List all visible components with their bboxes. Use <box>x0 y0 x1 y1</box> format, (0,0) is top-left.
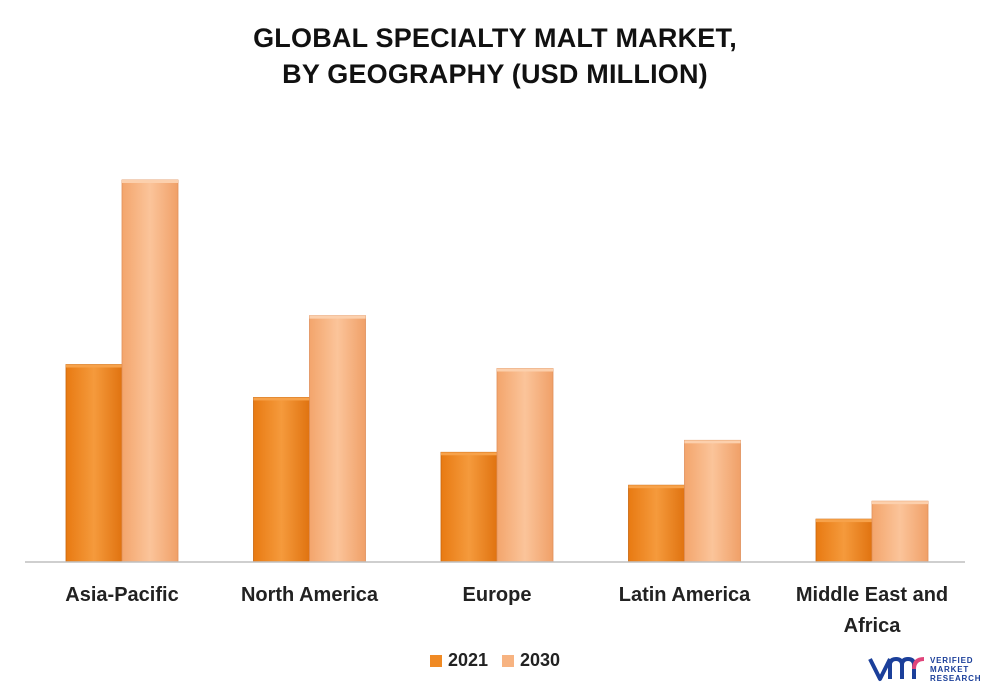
legend-label-2030: 2030 <box>520 650 561 670</box>
bar-cap-2021-0 <box>66 364 122 368</box>
vmr-logo-icon <box>868 656 925 681</box>
x-tick-label: Middle East and Africa <box>796 584 948 637</box>
bar-2021-latin-america <box>628 484 685 563</box>
legend-item-2030: 2030 <box>502 650 560 671</box>
x-tick-label: North America <box>241 584 379 606</box>
vmr-logo-text: VERIFIED MARKET RESEARCH <box>930 656 981 683</box>
bar-2021-middle-east-and-africa <box>815 518 873 563</box>
legend: 2021 2030 <box>0 650 990 671</box>
bar-2021-north-america <box>253 397 310 563</box>
legend-label-2021: 2021 <box>447 650 488 670</box>
bar-cap-2021-3 <box>628 485 685 489</box>
bar-2030-middle-east-and-africa <box>871 500 929 563</box>
chart-title: GLOBAL SPECIALTY MALT MARKET, BY GEOGRAP… <box>0 20 990 92</box>
bar-2021-europe <box>440 451 498 563</box>
legend-item-2021: 2021 <box>429 650 488 671</box>
bar-cap-2030-2 <box>497 368 553 372</box>
bar-cap-2021-2 <box>441 452 497 456</box>
logo-line2: MARKET <box>930 664 970 674</box>
bars-group <box>65 179 929 563</box>
bar-chart: Asia-Pacific North America Europe Latin Ame… <box>25 179 965 637</box>
bar-cap-2030-0 <box>122 180 178 183</box>
bar-cap-2030-4 <box>872 501 928 505</box>
bar-2030-latin-america <box>684 439 741 563</box>
x-tick-label: Asia-Pacific <box>65 584 178 606</box>
bar-2030-north-america <box>309 315 366 563</box>
vmr-logo: VERIFIED MARKET RESEARCH <box>868 652 981 686</box>
legend-swatch-2030 <box>502 654 514 667</box>
x-tick-label: Europe <box>463 584 532 606</box>
bar-cap-2021-4 <box>816 519 872 523</box>
bar-cap-2030-1 <box>309 315 366 319</box>
logo-line1: VERIFIED <box>930 655 974 665</box>
chart-title-line2: BY GEOGRAPHY (USD MILLION) <box>282 59 708 89</box>
bar-cap-2021-1 <box>253 397 310 401</box>
x-tick-labels: Asia-Pacific North America Europe Latin Ame… <box>65 584 948 637</box>
legend-swatch-2021 <box>429 654 442 667</box>
bar-2030-europe <box>496 368 554 563</box>
chart-title-line1: GLOBAL SPECIALTY MALT MARKET, <box>253 23 737 53</box>
logo-line3: RESEARCH <box>930 673 982 683</box>
bar-2021-asia-pacific <box>65 364 123 563</box>
bar-2030-asia-pacific <box>121 179 179 563</box>
x-tick-label: Latin America <box>619 584 751 606</box>
bar-cap-2030-3 <box>684 440 741 444</box>
